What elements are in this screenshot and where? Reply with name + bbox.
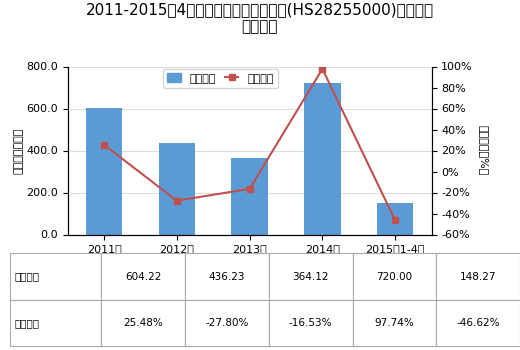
FancyBboxPatch shape — [436, 300, 520, 346]
Bar — [377, 203, 413, 235]
Text: 出口数量: 出口数量 — [15, 272, 40, 281]
FancyBboxPatch shape — [10, 253, 101, 300]
FancyBboxPatch shape — [101, 253, 185, 300]
Text: 148.27: 148.27 — [460, 272, 497, 281]
FancyBboxPatch shape — [436, 253, 520, 300]
Text: -16.53%: -16.53% — [289, 318, 332, 328]
FancyBboxPatch shape — [10, 300, 101, 346]
Text: 25.48%: 25.48% — [123, 318, 163, 328]
Text: 720.00: 720.00 — [376, 272, 412, 281]
Text: 436.23: 436.23 — [209, 272, 245, 281]
Text: -27.80%: -27.80% — [205, 318, 249, 328]
Legend: 出口数量, 同比增长: 出口数量, 同比增长 — [163, 69, 278, 88]
FancyBboxPatch shape — [269, 253, 353, 300]
Text: 97.74%: 97.74% — [374, 318, 414, 328]
Text: 364.12: 364.12 — [292, 272, 329, 281]
Text: 604.22: 604.22 — [125, 272, 161, 281]
Bar — [231, 158, 268, 235]
FancyBboxPatch shape — [353, 253, 436, 300]
Y-axis label: 出口数量（吨）: 出口数量（吨） — [14, 127, 23, 174]
FancyBboxPatch shape — [353, 300, 436, 346]
FancyBboxPatch shape — [101, 300, 185, 346]
Bar — [159, 143, 195, 234]
FancyBboxPatch shape — [185, 253, 269, 300]
Bar — [304, 83, 341, 234]
FancyBboxPatch shape — [185, 300, 269, 346]
Bar — [86, 107, 122, 234]
Y-axis label: 同比增速（%）: 同比增速（%） — [478, 125, 488, 176]
Text: 2011-2015年4月铜的氧化物及氢氧化物(HS28255000)出口量及
增速统计: 2011-2015年4月铜的氧化物及氢氧化物(HS28255000)出口量及 增… — [86, 2, 434, 34]
FancyBboxPatch shape — [269, 300, 353, 346]
Text: 同比增长: 同比增长 — [15, 318, 40, 328]
Text: -46.62%: -46.62% — [457, 318, 500, 328]
